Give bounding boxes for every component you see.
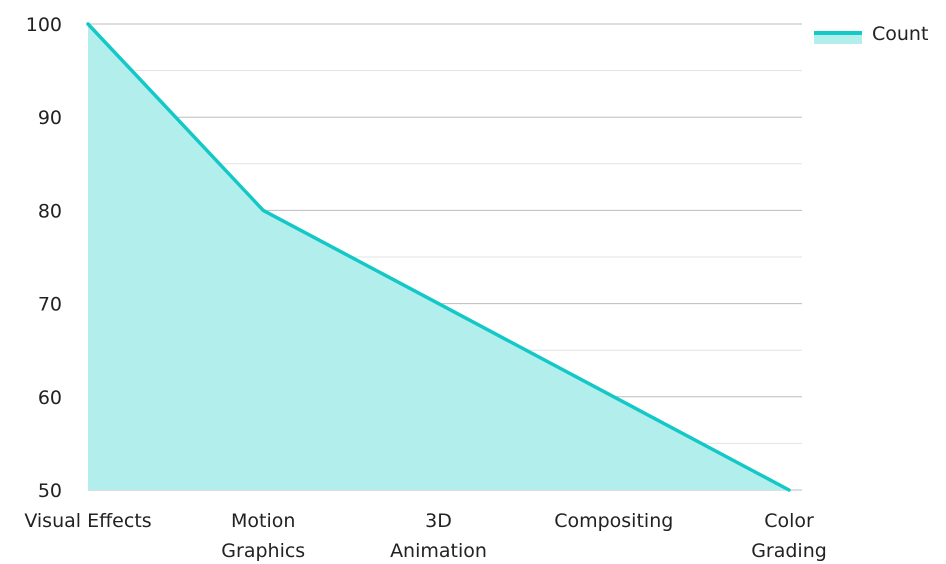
x-tick-label: Motion Graphics: [221, 510, 305, 562]
x-tick-label: Visual Effects: [24, 510, 151, 532]
y-tick-label: 50: [38, 480, 62, 502]
x-tick-label: Color Grading: [751, 510, 827, 562]
y-tick-label: 70: [38, 294, 62, 316]
series-line: [86, 22, 791, 492]
x-tick-label: Compositing: [554, 510, 673, 532]
y-tick-label: 90: [38, 107, 62, 129]
legend-swatch: [814, 24, 862, 44]
legend-label-count: Count: [872, 23, 929, 45]
data-point: [437, 302, 440, 306]
legend: Count: [814, 23, 928, 45]
area-fill-count: [88, 24, 789, 490]
y-tick-label: 60: [38, 387, 62, 409]
data-point: [86, 22, 90, 26]
series-area: [88, 24, 789, 490]
data-point: [612, 395, 616, 399]
data-point: [787, 488, 791, 492]
y-tick-label: 100: [26, 14, 62, 36]
data-point: [261, 208, 265, 212]
x-axis: Visual Effects Motion Graphics 3D Animation C…: [24, 510, 826, 562]
y-tick-label: 80: [38, 200, 62, 222]
y-axis: 50 60 70 80 90 100: [26, 14, 62, 502]
x-tick-label: 3D Animation: [390, 510, 487, 562]
